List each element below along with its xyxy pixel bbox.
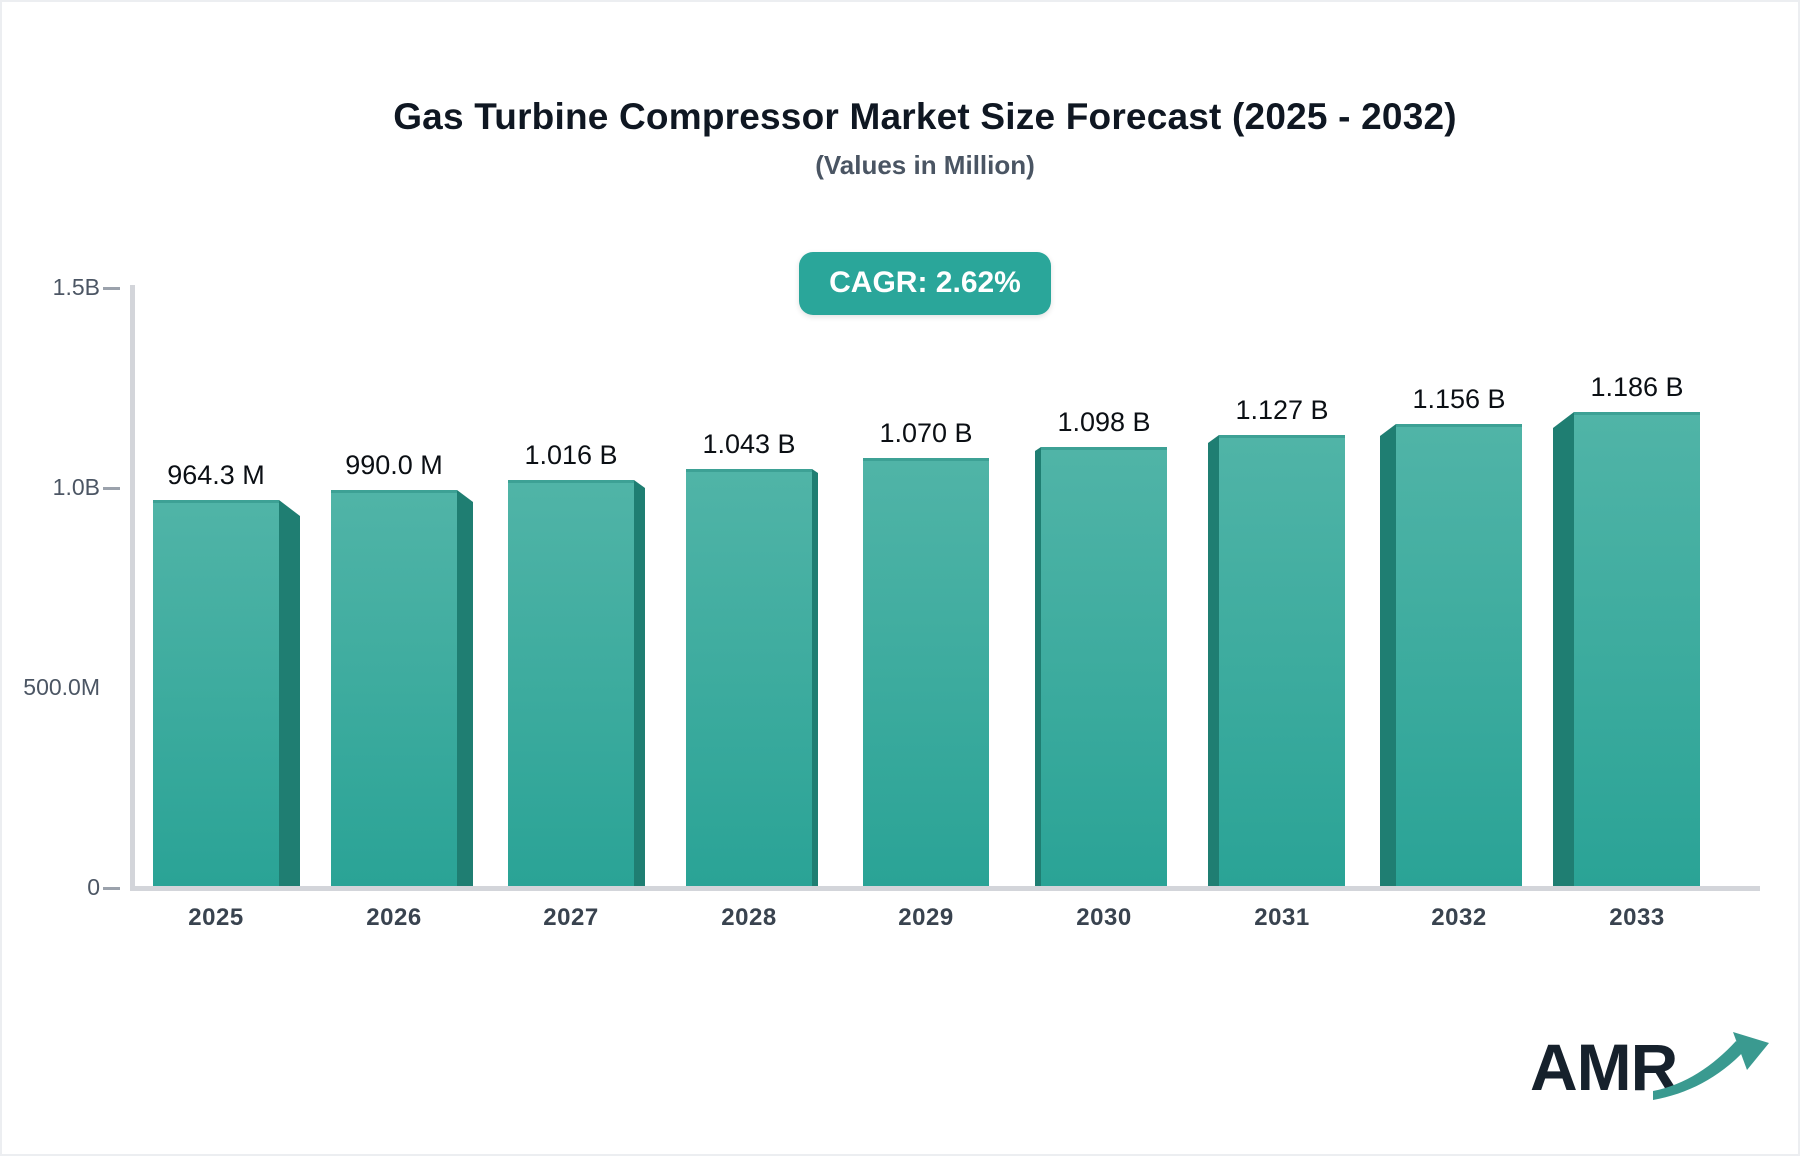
x-axis-category-label: 2033 <box>1609 904 1665 931</box>
bar-side-face <box>1208 435 1219 886</box>
bar-front-face <box>508 480 634 886</box>
x-axis-category-label: 2031 <box>1254 904 1310 931</box>
bar-value-label: 990.0 M <box>345 450 443 480</box>
y-axis-line <box>130 285 135 891</box>
bar-value-label: 964.3 M <box>167 460 265 490</box>
bar-side-face <box>812 469 818 886</box>
x-axis-line <box>130 886 1760 891</box>
x-axis-category-label: 2030 <box>1076 904 1132 931</box>
bar-side-face <box>634 480 645 886</box>
bar-front-face <box>863 458 989 886</box>
bar-side-face <box>1380 424 1396 886</box>
bar-side-face <box>1553 412 1574 886</box>
bar-front-face <box>1041 447 1167 886</box>
bar-value-label: 1.186 B <box>1590 372 1684 402</box>
bar-value-label: 1.127 B <box>1235 395 1329 425</box>
bar-value-label: 1.156 B <box>1412 384 1506 414</box>
y-axis-tick <box>103 287 120 290</box>
bar-value-label: 1.098 B <box>1057 407 1151 437</box>
x-axis-category-label: 2029 <box>898 904 954 931</box>
cagr-badge: CAGR: 2.62% <box>799 252 1051 315</box>
y-axis-label: 1.5B <box>52 274 100 300</box>
bar-value-label: 1.016 B <box>524 440 618 470</box>
x-axis-category-label: 2027 <box>543 904 599 931</box>
y-axis-label: 1.0B <box>52 474 100 500</box>
bar-front-face <box>153 500 279 886</box>
bar-side-face <box>457 490 473 886</box>
bar-value-label: 1.043 B <box>702 429 796 459</box>
bar-front-face <box>1219 435 1345 886</box>
cagr-badge-wrapper: CAGR: 2.62% <box>52 252 1798 315</box>
x-axis-category-label: 2032 <box>1431 904 1487 931</box>
chart-title: Gas Turbine Compressor Market Size Forec… <box>393 96 1457 137</box>
bar-value-label: 1.070 B <box>879 418 973 448</box>
y-axis-tick <box>103 887 120 890</box>
x-axis-category-label: 2025 <box>188 904 244 931</box>
chart-subtitle: (Values in Million) <box>815 150 1035 180</box>
y-axis-label: 500.0M <box>23 674 100 700</box>
growth-arrow-icon <box>1653 1032 1770 1100</box>
amr-logo-text: AMR <box>1530 1030 1678 1104</box>
bar-side-face <box>279 500 300 886</box>
amr-logo: AMR <box>1530 1030 1771 1112</box>
bar-front-face <box>686 469 812 886</box>
y-axis-tick <box>103 487 120 490</box>
bar-side-face <box>1035 447 1041 886</box>
bar-front-face <box>1574 412 1700 886</box>
bar-front-face <box>1396 424 1522 886</box>
bar-front-face <box>331 490 457 886</box>
x-axis-category-label: 2026 <box>366 904 422 931</box>
y-axis-label: 0 <box>87 874 100 900</box>
x-axis-category-label: 2028 <box>721 904 777 931</box>
